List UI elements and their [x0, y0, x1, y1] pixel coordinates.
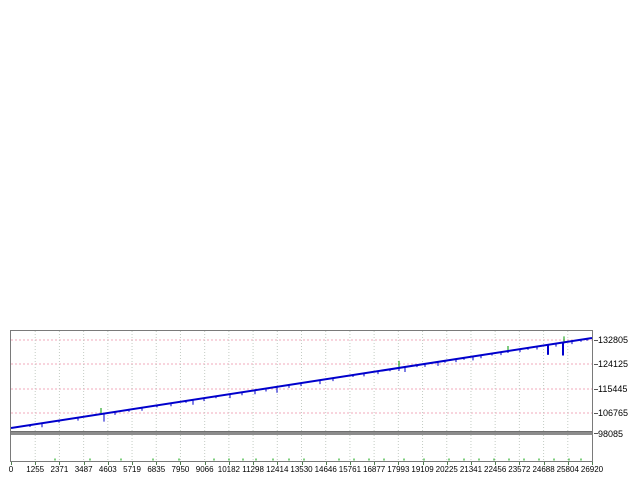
x-axis-label: 13530 — [290, 465, 313, 474]
y-axis-tick — [594, 389, 598, 390]
x-axis-label: 15761 — [338, 465, 362, 474]
x-axis-label: 22456 — [484, 465, 507, 474]
x-axis-label: 21341 — [459, 465, 483, 474]
x-axis-tick — [567, 462, 569, 465]
size-ticks-plot — [34, 435, 582, 461]
balance-chart — [10, 330, 593, 462]
x-axis-tick — [301, 462, 303, 465]
x-axis-tick — [374, 462, 376, 465]
y-axis-tick — [594, 433, 598, 434]
x-axis-tick — [519, 462, 521, 465]
y-axis-label: 115445 — [598, 384, 628, 394]
x-axis-label: 17993 — [387, 465, 410, 474]
balance-chart-plot — [11, 331, 592, 431]
x-axis-label: 14646 — [314, 465, 337, 474]
x-axis-label: 7950 — [171, 465, 190, 474]
y-axis-label: 132805 — [598, 335, 629, 345]
x-axis-label: 0 — [8, 465, 14, 474]
y-axis-tick — [594, 413, 598, 414]
x-axis-label: 26920 — [580, 465, 604, 474]
x-axis-tick — [204, 462, 206, 465]
x-axis-label: 19109 — [411, 465, 434, 474]
x-axis-tick — [325, 462, 327, 465]
x-axis-tick — [592, 462, 593, 465]
x-axis-label: 11298 — [242, 465, 264, 474]
y-axis-label: 124125 — [598, 359, 629, 369]
balance-line — [11, 337, 592, 429]
x-axis-label: 24688 — [532, 465, 555, 474]
x-axis-label: 9066 — [195, 465, 214, 474]
y-axis-tick — [594, 364, 598, 365]
size-panel — [11, 435, 592, 461]
x-axis-tick — [59, 462, 61, 465]
x-axis-tick — [253, 462, 255, 465]
x-axis-tick — [228, 462, 230, 465]
x-axis-tick — [277, 462, 279, 465]
x-axis-label: 23572 — [508, 465, 531, 474]
x-axis-tick — [422, 462, 424, 465]
x-axis-tick — [35, 462, 37, 465]
x-axis-tick — [543, 462, 545, 465]
x-axis-label: 3487 — [74, 465, 93, 474]
x-axis-tick — [11, 462, 12, 465]
x-axis-tick — [495, 462, 497, 465]
x-axis-label: 1255 — [26, 465, 45, 474]
x-axis-label: 25804 — [556, 465, 579, 474]
x-axis-tick — [349, 462, 351, 465]
x-axis-tick — [398, 462, 400, 465]
balance-equity-curve — [11, 331, 592, 431]
x-axis-label: 12414 — [266, 465, 289, 474]
x-axis-label: 10182 — [217, 465, 240, 474]
y-axis-tick — [594, 340, 598, 341]
x-axis-label: 2371 — [50, 465, 69, 474]
chart-panel-divider — [11, 431, 592, 435]
x-axis-tick — [446, 462, 448, 465]
x-axis-tick — [83, 462, 85, 465]
x-axis-label: 5719 — [123, 465, 141, 474]
x-axis-label: 16877 — [363, 465, 386, 474]
y-axis-label: 98085 — [598, 429, 624, 439]
x-axis-tick — [180, 462, 182, 465]
x-axis-tick — [107, 462, 109, 465]
x-axis-label: 20225 — [435, 465, 458, 474]
x-axis-tick — [470, 462, 472, 465]
y-axis-label: 106765 — [598, 408, 629, 418]
x-axis-label: 4603 — [98, 465, 117, 474]
x-axis-tick — [156, 462, 158, 465]
x-axis-tick — [132, 462, 134, 465]
x-axis-label: 6835 — [147, 465, 166, 474]
